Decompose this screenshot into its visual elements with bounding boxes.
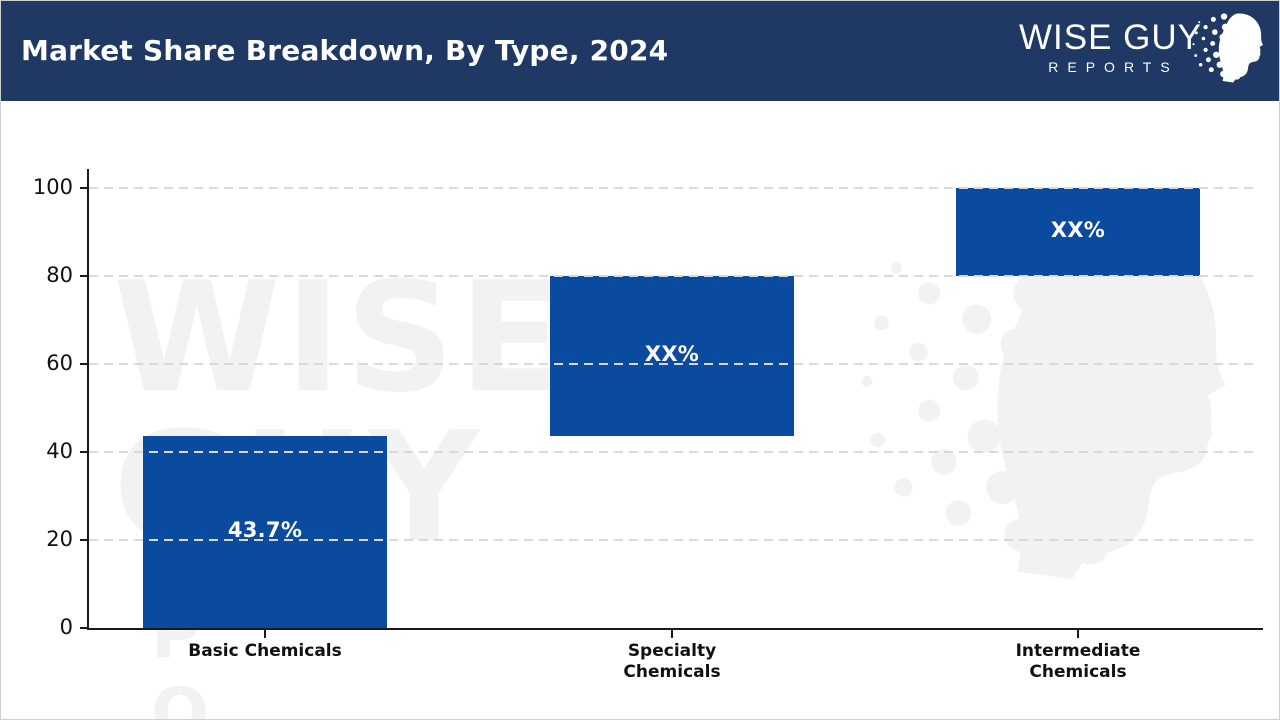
chart-title: Market Share Breakdown, By Type, 2024	[21, 34, 669, 67]
y-tick-label: 60	[46, 351, 73, 375]
y-axis-line	[87, 169, 89, 630]
y-tick-label: 20	[46, 527, 73, 551]
x-tick	[671, 630, 673, 638]
x-tick-label: Intermediate Chemicals	[1015, 641, 1141, 682]
logo-wordmark: WISE GUY	[1018, 18, 1202, 57]
y-tick	[80, 451, 89, 453]
y-tick-label: 80	[46, 263, 73, 287]
x-tick-label: Basic Chemicals	[188, 641, 342, 661]
y-tick-label: 40	[46, 439, 73, 463]
gridline	[89, 451, 1257, 453]
y-tick-label: 100	[32, 175, 73, 199]
y-tick	[80, 539, 89, 541]
y-tick	[80, 187, 89, 189]
x-tick-label: Specialty Chemicals	[623, 641, 721, 682]
logo-subtitle: REPORTS	[1048, 59, 1179, 75]
x-tick	[1077, 630, 1079, 638]
y-tick	[80, 275, 89, 277]
bar	[550, 276, 794, 436]
header: Market Share Breakdown, By Type, 2024 WI…	[1, 1, 1279, 101]
x-tick	[264, 630, 266, 638]
bar-value-label: XX%	[1050, 218, 1106, 242]
y-tick	[80, 363, 89, 365]
gridline	[89, 363, 1257, 365]
bar-value-label: 43.7%	[227, 517, 303, 542]
gridline	[89, 539, 1257, 541]
x-axis-line	[87, 628, 1263, 630]
gridline	[89, 275, 1257, 277]
bar	[143, 435, 387, 628]
logo-face-icon	[1190, 6, 1268, 88]
bar-value-label: XX%	[644, 341, 700, 366]
y-tick	[80, 627, 89, 629]
y-tick-label: 0	[59, 615, 73, 639]
logo-text: WISE GUY REPORTS	[1018, 18, 1202, 76]
gridline	[89, 187, 1257, 189]
wiseguy-logo: WISE GUY REPORTS	[1019, 6, 1268, 88]
